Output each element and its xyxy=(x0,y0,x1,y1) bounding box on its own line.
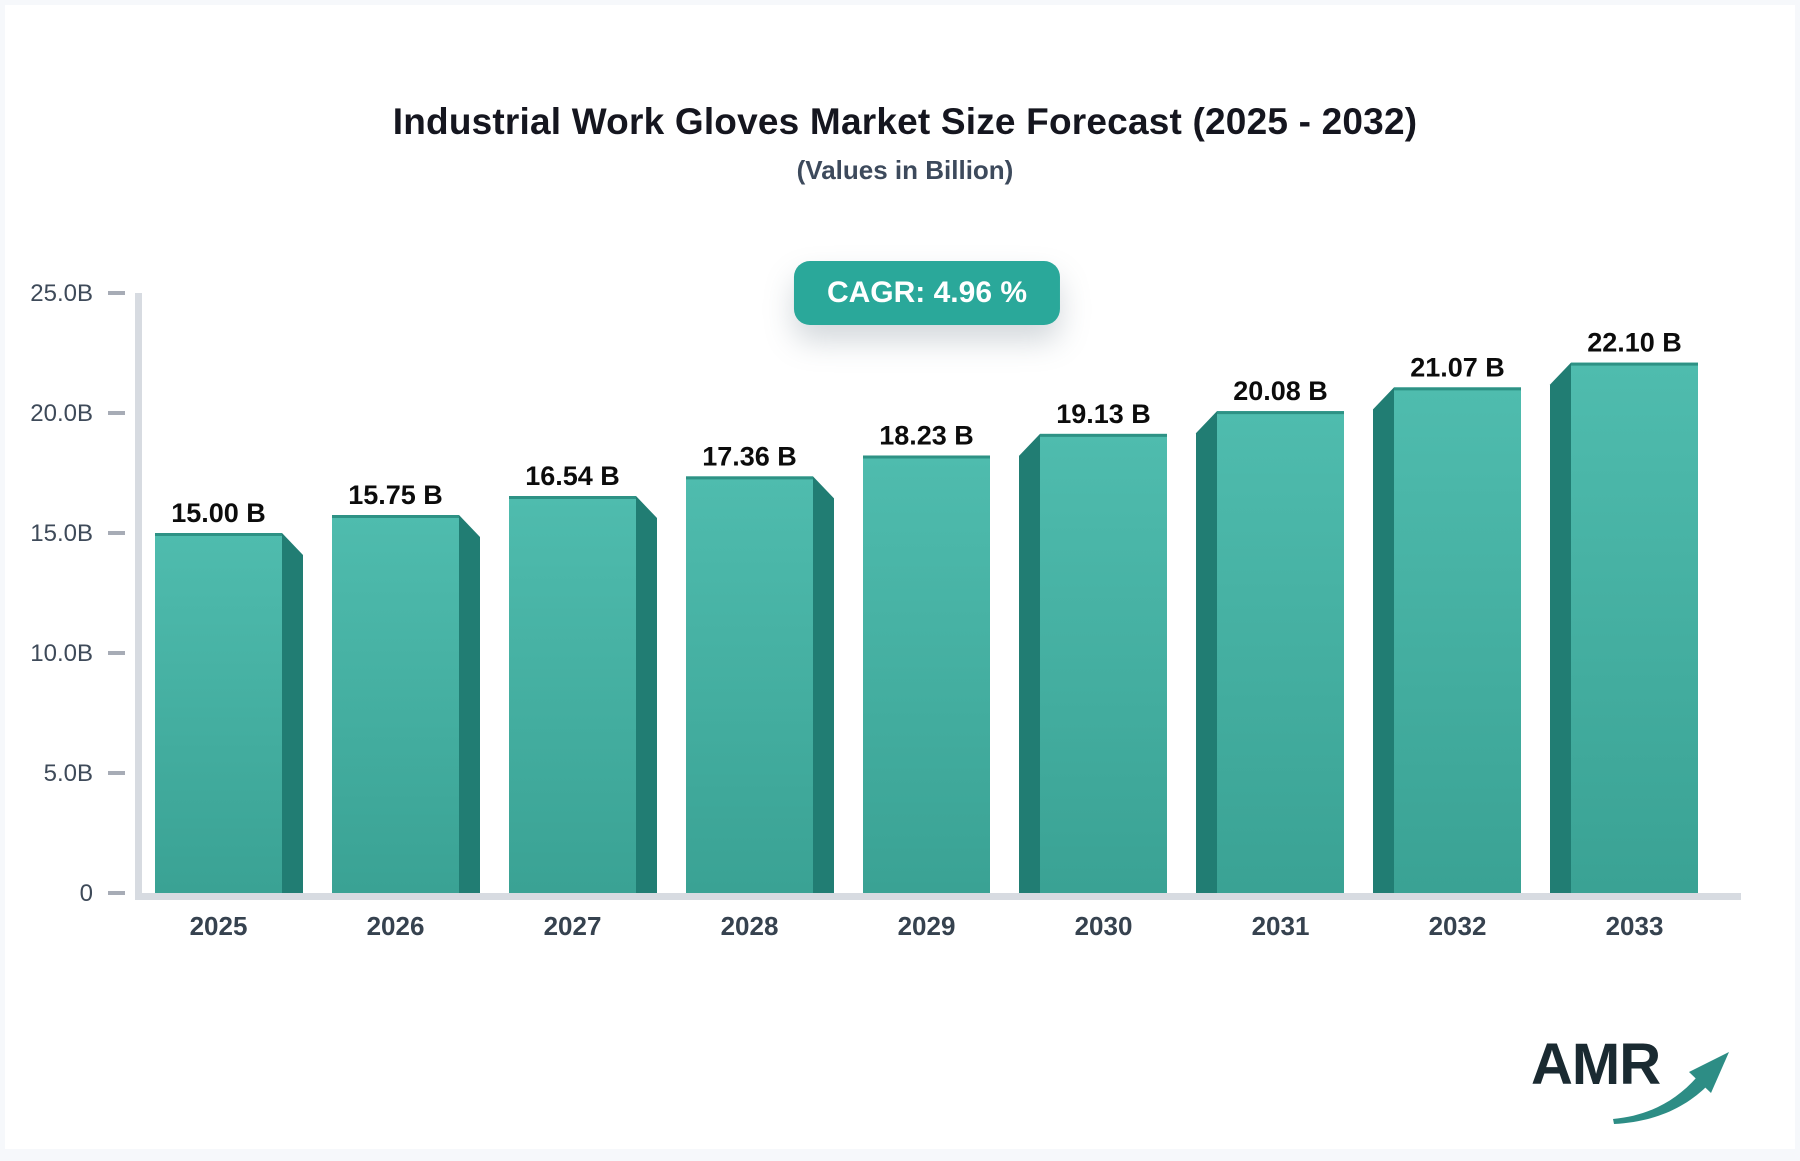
bar-group-2029: 18.23 B 2029 xyxy=(863,420,990,941)
bar xyxy=(686,476,813,893)
bar-value-label: 15.75 B xyxy=(348,480,443,510)
x-axis-label: 2026 xyxy=(367,911,425,941)
bar xyxy=(155,533,282,893)
x-axis-label: 2032 xyxy=(1429,911,1487,941)
bar-group-2033: 22.10 B 2033 xyxy=(1550,328,1698,941)
bar-group-2028: 17.36 B 2028 xyxy=(686,441,834,941)
x-axis-label: 2031 xyxy=(1252,911,1310,941)
y-tick-label: 25.0B xyxy=(30,280,93,307)
bar xyxy=(1394,387,1521,893)
x-axis-label: 2030 xyxy=(1075,911,1133,941)
bar xyxy=(1040,433,1167,893)
growth-arrow-icon xyxy=(1613,1052,1729,1124)
bar-group-2025: 15.00 B 2025 xyxy=(155,498,303,941)
bars-layer: 15.00 B 2025 15.75 B 2026 16.54 B 2027 17.36 B… xyxy=(155,328,1698,941)
bar xyxy=(509,496,636,893)
bar-side-face xyxy=(459,515,480,893)
bar-value-label: 19.13 B xyxy=(1056,399,1151,429)
bar-side-face xyxy=(1196,411,1217,893)
chart-title: Industrial Work Gloves Market Size Forec… xyxy=(392,101,1418,142)
bar-group-2032: 21.07 B 2032 xyxy=(1373,352,1521,941)
bar xyxy=(332,515,459,893)
bar-side-face xyxy=(813,476,834,893)
bar-value-label: 15.00 B xyxy=(171,498,266,528)
bar-group-2030: 19.13 B 2030 xyxy=(1019,399,1167,941)
cagr-badge: CAGR: 4.96 % xyxy=(793,261,1061,325)
bar-value-label: 18.23 B xyxy=(879,420,974,450)
chart-subtitle: (Values in Billion) xyxy=(796,155,1014,185)
x-axis-label: 2033 xyxy=(1606,911,1664,941)
x-axis-label: 2029 xyxy=(898,911,956,941)
y-tick-label: 15.0B xyxy=(30,520,93,547)
bar-side-face xyxy=(1373,387,1394,893)
x-axis-label: 2025 xyxy=(190,911,248,941)
bar-side-face xyxy=(636,496,657,893)
y-tick-label: 20.0B xyxy=(30,400,93,427)
bar xyxy=(1571,362,1698,894)
bar-value-label: 21.07 B xyxy=(1410,352,1505,382)
bar-value-label: 22.10 B xyxy=(1587,328,1682,358)
y-tick-label: 0 xyxy=(80,880,93,907)
bar-side-face xyxy=(1550,362,1571,894)
amr-logo-text: AMR xyxy=(1531,1032,1661,1097)
bar-value-label: 20.08 B xyxy=(1233,376,1328,406)
amr-logo: AMR xyxy=(1531,1031,1771,1141)
y-tick-label: 5.0B xyxy=(44,760,93,787)
axis-layer: 25.0B 20.0B 15.0B 10.0B 5.0B 0 xyxy=(30,280,1741,907)
chart-card: Industrial Work Gloves Market Size Forec… xyxy=(5,5,1795,1149)
bar-group-2027: 16.54 B 2027 xyxy=(509,461,657,941)
bar-group-2031: 20.08 B 2031 xyxy=(1196,376,1344,941)
x-axis-label: 2028 xyxy=(721,911,779,941)
bar xyxy=(863,455,990,893)
bar-side-face xyxy=(282,533,303,893)
bar-side-face xyxy=(1019,433,1040,893)
bar xyxy=(1217,411,1344,893)
bar-value-label: 16.54 B xyxy=(525,461,620,491)
y-tick-label: 10.0B xyxy=(30,640,93,667)
bar-group-2026: 15.75 B 2026 xyxy=(332,480,480,941)
bar-value-label: 17.36 B xyxy=(702,441,797,471)
x-axis-label: 2027 xyxy=(544,911,602,941)
